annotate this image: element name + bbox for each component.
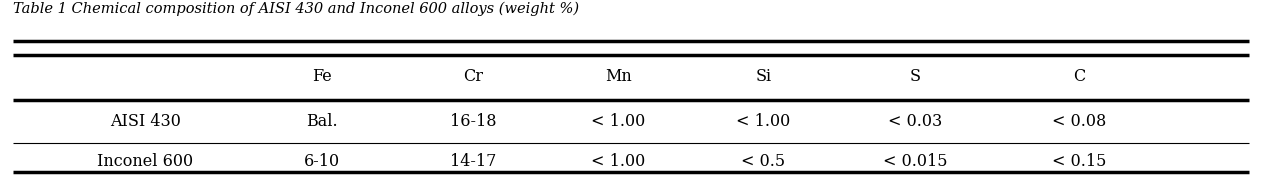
Text: < 1.00: < 1.00 bbox=[592, 113, 645, 130]
Text: C: C bbox=[1073, 68, 1085, 85]
Text: < 0.5: < 0.5 bbox=[742, 153, 785, 170]
Text: Si: Si bbox=[756, 68, 771, 85]
Text: Mn: Mn bbox=[604, 68, 632, 85]
Text: < 1.00: < 1.00 bbox=[592, 153, 645, 170]
Text: AISI 430: AISI 430 bbox=[110, 113, 180, 130]
Text: 6-10: 6-10 bbox=[304, 153, 339, 170]
Text: Inconel 600: Inconel 600 bbox=[97, 153, 193, 170]
Text: 16-18: 16-18 bbox=[451, 113, 496, 130]
Text: < 0.015: < 0.015 bbox=[882, 153, 948, 170]
Text: < 0.08: < 0.08 bbox=[1053, 113, 1106, 130]
Text: 14-17: 14-17 bbox=[451, 153, 496, 170]
Text: Fe: Fe bbox=[312, 68, 332, 85]
Text: Cr: Cr bbox=[463, 68, 483, 85]
Text: < 0.03: < 0.03 bbox=[888, 113, 941, 130]
Text: Bal.: Bal. bbox=[305, 113, 338, 130]
Text: < 0.15: < 0.15 bbox=[1051, 153, 1107, 170]
Text: Table 1 Chemical composition of AISI 430 and Inconel 600 alloys (weight %): Table 1 Chemical composition of AISI 430… bbox=[13, 2, 579, 16]
Text: S: S bbox=[910, 68, 920, 85]
Text: < 1.00: < 1.00 bbox=[737, 113, 790, 130]
